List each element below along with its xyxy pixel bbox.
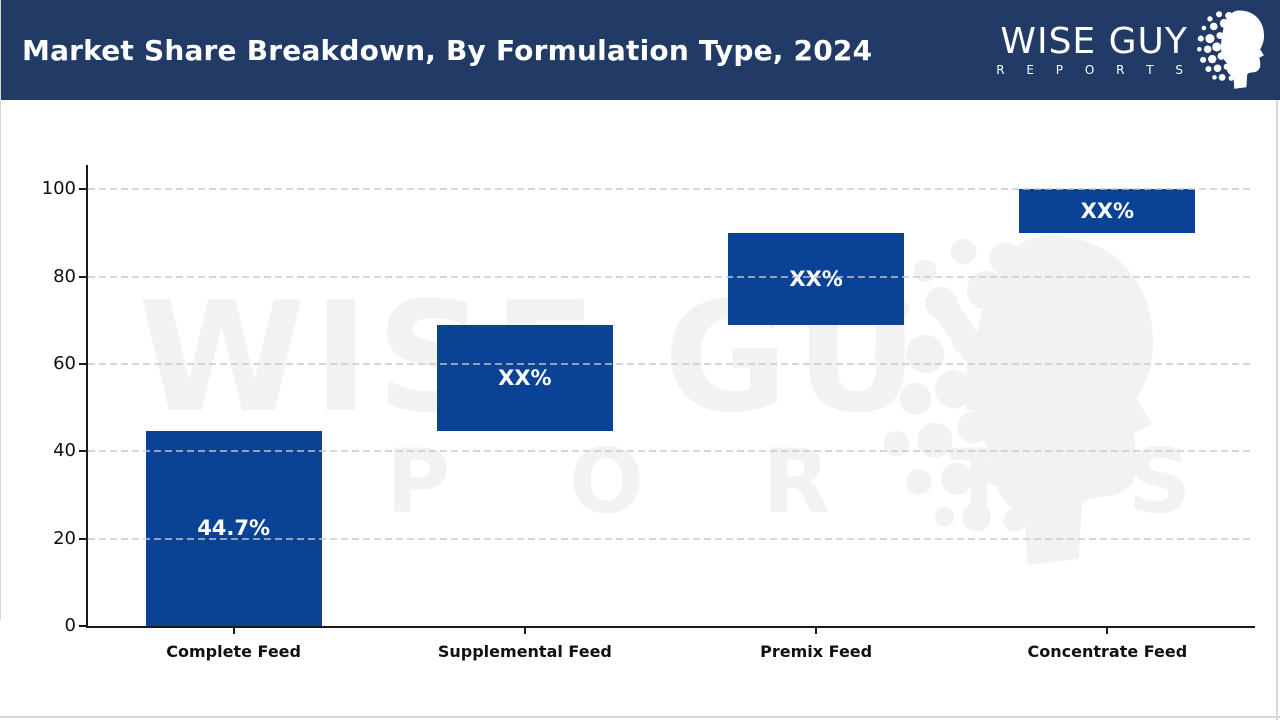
y-tick-mark xyxy=(79,275,86,278)
bar-concentrate-feed: XX% xyxy=(1019,189,1196,234)
bar-value-label: XX% xyxy=(1080,199,1135,224)
plot-area: 0 20 40 60 80 100 44.7% Complete Feed XX% Supplem… xyxy=(42,165,1255,661)
wiseguy-logo: WISE GUY R E P O R T S xyxy=(996,8,1270,92)
gridline-y-20 xyxy=(88,537,1253,540)
page-border-left xyxy=(0,0,1,620)
y-tick-label: 40 xyxy=(53,440,76,462)
gridline-y-80 xyxy=(88,275,1253,278)
page-border-right xyxy=(1276,100,1278,720)
x-category-label: Premix Feed xyxy=(760,642,873,661)
page-border-bottom xyxy=(0,716,1280,718)
y-tick-mark xyxy=(79,363,86,366)
y-tick-mark xyxy=(79,537,86,540)
head-profile-icon xyxy=(1197,10,1265,89)
y-tick-label: 80 xyxy=(53,265,76,287)
logo-subtext: R E P O R T S xyxy=(996,62,1192,77)
bar-supplemental-feed: XX% xyxy=(436,324,613,431)
gridline-y-60 xyxy=(88,363,1253,366)
bar-premix-feed: XX% xyxy=(728,233,905,325)
header: Market Share Breakdown, By Formulation T… xyxy=(0,0,1280,100)
bar-value-label: XX% xyxy=(789,266,843,291)
y-axis-line xyxy=(86,165,88,628)
gridline-y-40 xyxy=(88,450,1253,453)
x-tick-mark xyxy=(1106,628,1109,634)
gridline-y-100 xyxy=(88,188,1253,191)
x-category-label: Complete Feed xyxy=(166,642,301,661)
bar-complete-feed: 44.7% xyxy=(145,430,322,626)
y-tick-mark xyxy=(79,450,86,453)
x-category-label: Supplemental Feed xyxy=(437,642,612,661)
page-title: Market Share Breakdown, By Formulation T… xyxy=(22,33,873,67)
logo-wordmark: WISE GUY xyxy=(1000,21,1188,63)
x-tick-mark xyxy=(815,628,818,634)
y-tick-label: 60 xyxy=(53,353,76,375)
bar-value-label: 44.7% xyxy=(197,516,271,541)
y-tick-label: 20 xyxy=(53,527,76,549)
bar-value-label: XX% xyxy=(498,365,552,390)
x-axis-line xyxy=(86,626,1255,628)
logo-text: WISE GUY R E P O R T S xyxy=(996,23,1192,77)
x-tick-mark xyxy=(523,628,526,634)
x-tick-mark xyxy=(232,628,235,634)
x-category-label: Concentrate Feed xyxy=(1027,642,1188,661)
y-tick-label: 100 xyxy=(41,178,76,200)
y-tick-label: 0 xyxy=(64,615,76,636)
y-tick-mark xyxy=(79,188,86,191)
y-tick-mark xyxy=(79,625,86,627)
